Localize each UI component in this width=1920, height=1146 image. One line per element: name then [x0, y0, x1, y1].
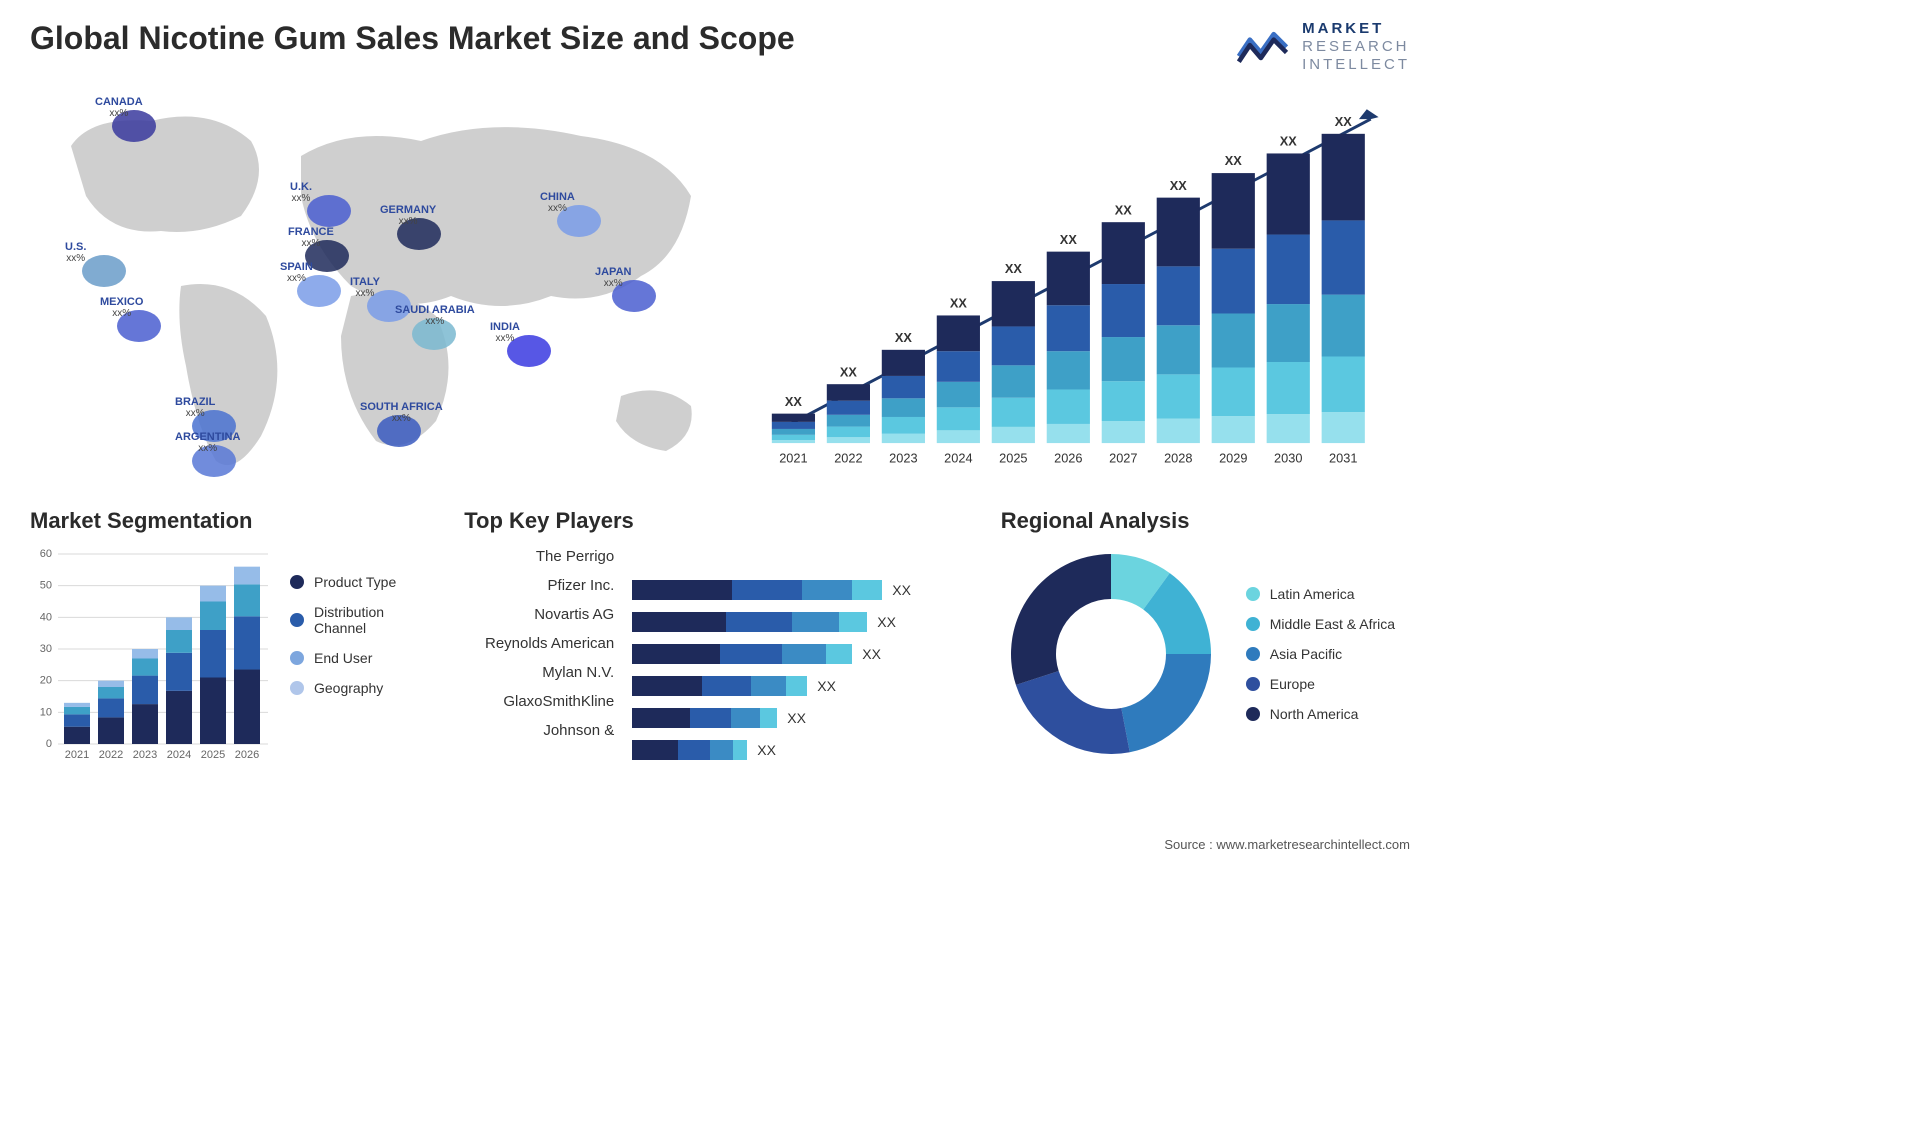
regional-legend-item: Middle East & Africa — [1246, 616, 1395, 632]
key-player-bar-row: XX — [632, 612, 976, 632]
key-player-name: Novartis AG — [464, 606, 614, 623]
map-country-label: INDIAxx% — [490, 321, 520, 344]
svg-text:XX: XX — [840, 364, 858, 379]
key-players-bars: XXXXXXXXXXXXXX — [632, 544, 976, 760]
map-country-label: U.S.xx% — [65, 241, 86, 264]
svg-text:60: 60 — [40, 548, 52, 560]
key-player-name: Pfizer Inc. — [464, 577, 614, 594]
svg-text:XX: XX — [1115, 202, 1133, 217]
segmentation-title: Market Segmentation — [30, 508, 439, 534]
header: Global Nicotine Gum Sales Market Size an… — [30, 20, 1410, 74]
svg-text:0: 0 — [46, 738, 52, 750]
svg-text:2021: 2021 — [65, 749, 89, 761]
svg-text:2023: 2023 — [133, 749, 157, 761]
svg-text:2028: 2028 — [1164, 451, 1192, 466]
regional-legend: Latin America Middle East & Africa Asia Pa… — [1246, 586, 1395, 722]
segmentation-legend-item: Distribution Channel — [290, 604, 439, 636]
svg-text:30: 30 — [40, 643, 52, 655]
key-player-name: The Perrigo — [464, 548, 614, 565]
svg-text:2023: 2023 — [889, 451, 917, 466]
svg-text:2026: 2026 — [1054, 451, 1082, 466]
svg-text:2021: 2021 — [779, 451, 807, 466]
key-player-value: XX — [862, 646, 881, 662]
svg-text:40: 40 — [40, 611, 52, 623]
map-country-label: GERMANYxx% — [380, 204, 436, 227]
map-country-label: ITALYxx% — [350, 276, 380, 299]
key-player-bar-row: XX — [632, 580, 976, 600]
svg-text:XX: XX — [950, 296, 968, 311]
regional-legend-item: Latin America — [1246, 586, 1395, 602]
key-player-bar-row: XX — [632, 740, 976, 760]
segmentation-chart: 0 10 20 30 40 50 60 2021 2022 2023 2024 2025 2026 — [30, 544, 270, 764]
forecast-chart-panel: XX 2021 XX 2022 XX 2023 XX 2024 XX 2025 XX 2026 XX 20… — [762, 86, 1410, 486]
svg-text:2025: 2025 — [999, 451, 1027, 466]
svg-text:2031: 2031 — [1329, 451, 1357, 466]
segmentation-legend-item: End User — [290, 650, 439, 666]
regional-legend-item: North America — [1246, 706, 1395, 722]
key-player-bar-row: XX — [632, 676, 976, 696]
svg-text:2029: 2029 — [1219, 451, 1247, 466]
svg-text:2022: 2022 — [99, 749, 123, 761]
svg-text:XX: XX — [1280, 134, 1298, 149]
regional-panel: Regional Analysis Latin America Middle Ea… — [1001, 508, 1410, 764]
map-country-label: JAPANxx% — [595, 266, 631, 289]
regional-title: Regional Analysis — [1001, 508, 1410, 534]
map-country-label: FRANCExx% — [288, 226, 334, 249]
key-player-name: Reynolds American — [464, 635, 614, 652]
svg-text:2024: 2024 — [167, 749, 191, 761]
world-map-panel: CANADAxx% U.S.xx% MEXICOxx% BRAZILxx% ARGENT… — [30, 86, 732, 486]
map-country-label: U.K.xx% — [290, 181, 312, 204]
svg-text:10: 10 — [40, 706, 52, 718]
key-player-name: Johnson & — [464, 722, 614, 739]
logo-icon — [1237, 27, 1292, 67]
svg-text:XX: XX — [785, 394, 803, 409]
key-players-names: The Perrigo Pfizer Inc. Novartis AG Reynold… — [464, 544, 614, 760]
map-country-label: SPAINxx% — [280, 261, 313, 284]
key-player-value: XX — [817, 678, 836, 694]
svg-text:XX: XX — [895, 330, 913, 345]
segmentation-panel: Market Segmentation 0 10 20 30 40 50 60 2021 202… — [30, 508, 439, 764]
svg-text:2025: 2025 — [201, 749, 225, 761]
regional-donut-chart — [1001, 544, 1221, 764]
brand-logo: MARKET RESEARCH INTELLECT — [1237, 20, 1410, 74]
key-player-bar-row: XX — [632, 644, 976, 664]
source-attribution: Source : www.marketresearchintellect.com — [1164, 837, 1410, 852]
svg-text:2024: 2024 — [944, 451, 972, 466]
key-player-value: XX — [892, 582, 911, 598]
svg-text:2030: 2030 — [1274, 451, 1302, 466]
svg-text:XX: XX — [1170, 178, 1188, 193]
key-player-value: XX — [757, 742, 776, 758]
forecast-stacked-bar-chart: XX 2021 XX 2022 XX 2023 XX 2024 XX 2025 XX 2026 XX 20… — [762, 86, 1410, 486]
map-country-label: ARGENTINAxx% — [175, 431, 240, 454]
segmentation-legend-item: Product Type — [290, 574, 439, 590]
svg-text:XX: XX — [1335, 114, 1353, 129]
map-country-label: CANADAxx% — [95, 96, 143, 119]
map-country-label: SAUDI ARABIAxx% — [395, 304, 475, 327]
key-player-name: GlaxoSmithKline — [464, 693, 614, 710]
svg-text:20: 20 — [40, 675, 52, 687]
map-country-label: SOUTH AFRICAxx% — [360, 401, 443, 424]
svg-text:50: 50 — [40, 580, 52, 592]
key-player-bar-row: XX — [632, 708, 976, 728]
key-player-value: XX — [877, 614, 896, 630]
map-country-label: MEXICOxx% — [100, 296, 143, 319]
svg-text:XX: XX — [1225, 153, 1243, 168]
svg-text:XX: XX — [1060, 232, 1078, 247]
svg-text:2026: 2026 — [235, 749, 259, 761]
logo-text: MARKET RESEARCH INTELLECT — [1302, 20, 1410, 74]
key-player-name: Mylan N.V. — [464, 664, 614, 681]
map-country-label: CHINAxx% — [540, 191, 575, 214]
regional-legend-item: Asia Pacific — [1246, 646, 1395, 662]
svg-text:XX: XX — [1005, 261, 1023, 276]
map-country-label: BRAZILxx% — [175, 396, 215, 419]
page-title: Global Nicotine Gum Sales Market Size an… — [30, 20, 795, 57]
svg-text:2022: 2022 — [834, 451, 862, 466]
svg-text:2027: 2027 — [1109, 451, 1137, 466]
regional-legend-item: Europe — [1246, 676, 1395, 692]
key-players-title: Top Key Players — [464, 508, 976, 534]
segmentation-legend: Product Type Distribution Channel End User… — [290, 544, 439, 764]
segmentation-legend-item: Geography — [290, 680, 439, 696]
key-players-panel: Top Key Players The Perrigo Pfizer Inc. No… — [464, 508, 976, 764]
key-player-value: XX — [787, 710, 806, 726]
